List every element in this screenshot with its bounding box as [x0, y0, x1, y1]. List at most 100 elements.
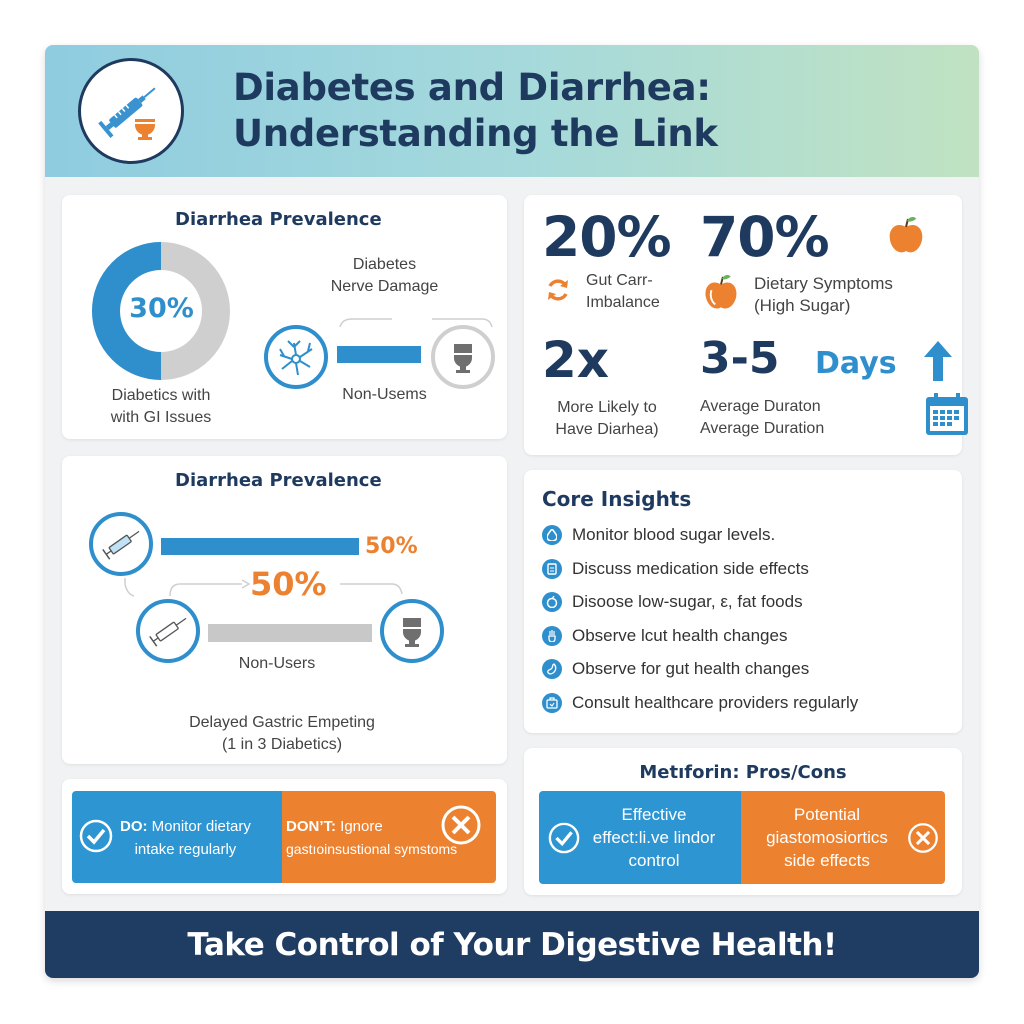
stats-card: 20% 70% Gut Carr- Imbalance Dietary Symp…	[524, 195, 968, 455]
syringe-toilet-icon	[98, 87, 156, 140]
dont-line-1: Ignore	[336, 818, 383, 835]
insight-label: Observe for gut health changes	[572, 659, 810, 678]
title-line-1: Diabetes and Diarrhea:	[233, 66, 711, 109]
con-line-2: giastomosiortics	[766, 828, 888, 847]
cons-text: Potential giastomosiortics side effects	[747, 803, 907, 872]
pro-line-2: effect:li.ve lindor	[592, 828, 716, 847]
non-users-label: Non-Users	[238, 655, 316, 672]
toilet-icon	[402, 618, 422, 647]
stat-likely-label-2: Have Diarhea)	[555, 421, 659, 438]
pro-line-3: control	[628, 851, 680, 870]
insight-item: Monitor blood sugar levels.	[542, 523, 775, 547]
stat-duration-value: 3-5	[700, 333, 780, 384]
x-circle-icon	[908, 823, 938, 853]
gastric-caption-1: Delayed Gastric Empeting	[189, 714, 375, 731]
neuron-icon	[279, 340, 313, 376]
insight-label: Consult healthcare providers regularly	[572, 693, 859, 712]
nerve-label-line-1: Diabetes	[352, 256, 417, 273]
stat-gut-label-1: Gut Carr-	[586, 272, 653, 289]
insight-label: Disoose low-sugar, ε, fat foods	[572, 592, 803, 611]
footer-cta-text: Take Control of Your Digestive Health!	[187, 926, 837, 963]
flow-arrows	[124, 578, 403, 597]
dont-line-2: gastıoinsustional symstoms	[286, 841, 458, 857]
medication-icon	[542, 559, 562, 579]
donut-value: 30%	[129, 293, 194, 324]
stomach-icon	[542, 659, 562, 679]
insight-label: Discuss medication side effects	[572, 559, 809, 578]
stat-dietary-label: Dietary Symptoms (High Sugar)	[754, 273, 893, 317]
header-banner: Diabetes and Diarrhea: Understanding the…	[45, 45, 979, 177]
pros-text: Effective effect:li.ve lindor control	[579, 803, 729, 872]
stat-duration-label-1: Average Duraton	[700, 398, 821, 415]
nerve-damage-label: Diabetes Nerve Damage	[317, 254, 452, 298]
insight-item: Observe for gut health changes	[542, 657, 809, 681]
stat-duration-label: Average Duraton Average Duration	[700, 396, 824, 440]
stat-likely-label-1: More Likely to	[557, 399, 657, 416]
title-line-2: Understanding the Link	[233, 112, 718, 155]
card-title: Diarrhea Prevalence	[175, 470, 382, 491]
gastric-caption: Delayed Gastric Empeting (1 in 3 Diabeti…	[142, 712, 422, 756]
footer-cta-banner: Take Control of Your Digestive Health!	[45, 911, 979, 978]
donut-caption-line-2: with GI Issues	[110, 409, 212, 426]
syringe-icon	[102, 530, 140, 560]
stat-gut-label: Gut Carr- Imbalance	[586, 270, 660, 314]
do-dont-card: DO: Monitor dietary intake regularly DON…	[62, 779, 507, 894]
blood-drop-icon	[542, 525, 562, 545]
users-bar	[161, 538, 359, 555]
do-text: DO: Monitor dietary intake regularly	[120, 815, 251, 861]
medical-kit-icon	[542, 693, 562, 713]
cons-panel: Potential giastomosiortics side effects	[741, 791, 945, 884]
check-circle-icon	[79, 819, 113, 853]
apple-icon	[542, 592, 562, 612]
users-value: 50%	[365, 534, 418, 559]
do-prefix: DO:	[120, 818, 148, 835]
arrow-up-icon	[924, 341, 952, 381]
stat-dietary-label-1: Dietary Symptoms	[754, 274, 893, 293]
card-title: Metıforin: Pros/Cons	[639, 762, 847, 783]
non-users-bar	[208, 624, 372, 642]
stat-dietary-value: 70%	[700, 205, 830, 269]
stat-gut-label-2: Imbalance	[586, 294, 660, 311]
stat-likely-label: More Likely to Have Diarhea)	[542, 397, 672, 441]
vegetables-icon	[542, 626, 562, 646]
dont-text: DON’T: Ignore gastıoinsustional symstoms	[286, 815, 457, 861]
nerve-bar	[337, 346, 421, 363]
nerve-icon-circle	[264, 325, 328, 389]
donut-caption: Diabetics with with GI Issues	[91, 385, 231, 429]
do-panel: DO: Monitor dietary intake regularly	[72, 791, 282, 883]
page-title: Diabetes and Diarrhea: Understanding the…	[233, 65, 718, 157]
insight-item: Discuss medication side effects	[542, 557, 809, 581]
stat-gut-value: 20%	[542, 205, 672, 269]
core-insights-card: Core Insights Monitor blood sugar levels…	[524, 470, 962, 733]
do-dont-panel: DO: Monitor dietary intake regularly DON…	[72, 791, 496, 883]
nerve-label-line-2: Nerve Damage	[330, 278, 439, 295]
toilet-icon-circle	[431, 325, 495, 389]
donut-chart	[92, 242, 230, 380]
stat-duration-label-2: Average Duration	[700, 420, 825, 437]
calendar-icon	[926, 393, 968, 435]
toilet-icon	[453, 344, 473, 373]
insight-item: Disoose low-sugar, ε, fat foods	[542, 590, 803, 614]
pros-panel: Effective effect:li.ve lindor control	[539, 791, 741, 884]
infographic: Diabetes and Diarrhea: Understanding the…	[45, 45, 979, 978]
metformin-prevalence-card: Diarrhea Prevalence 50% 50%	[62, 456, 507, 764]
insight-label: Monitor blood sugar levels.	[572, 525, 776, 544]
apple-icon	[705, 274, 737, 309]
insight-label: Observe lcut health changes	[572, 626, 788, 645]
nerve-caption: Non-Usems	[342, 386, 427, 403]
card-title: Diarrhea Prevalence	[175, 209, 382, 230]
refresh-icon	[548, 279, 568, 301]
gastric-caption-2: (1 in 3 Diabetics)	[221, 736, 343, 753]
insight-item: Observe lcut health changes	[542, 624, 787, 648]
card-title: Core Insights	[542, 487, 692, 511]
dont-prefix: DON’T:	[286, 818, 336, 835]
apple-icon	[889, 217, 923, 253]
pros-cons-panel: Effective effect:li.ve lindor control Po…	[539, 791, 945, 884]
check-circle-icon	[548, 822, 580, 854]
x-circle-icon	[441, 805, 481, 845]
do-line-1: Monitor dietary	[147, 818, 251, 835]
con-line-3: side effects	[784, 851, 870, 870]
syringe-icon	[149, 617, 187, 647]
con-line-1: Potential	[793, 805, 861, 824]
logo-badge	[78, 58, 184, 164]
